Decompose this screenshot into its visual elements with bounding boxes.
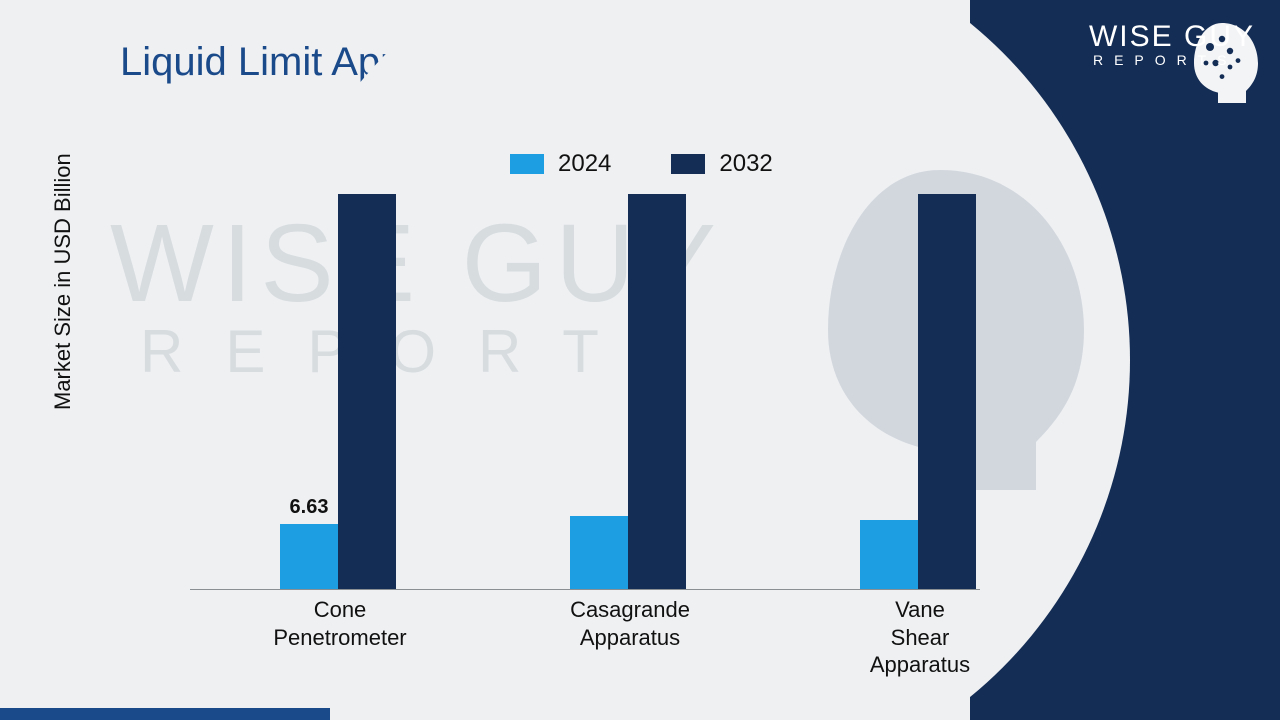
category-label: CasagrandeApparatus xyxy=(540,596,720,651)
plot-area: 6.63ConePenetrometer CasagrandeApparatus V… xyxy=(190,195,980,590)
canvas: WISE GUY REPORTS Liquid Limit Apparatus … xyxy=(0,0,1280,720)
legend-item-2032: 2032 xyxy=(671,150,772,178)
category-label: ConePenetrometer xyxy=(250,596,430,651)
legend-swatch-2024 xyxy=(510,154,544,174)
brand-logo: WISE GUY REPORTS xyxy=(1089,20,1255,68)
bar xyxy=(570,516,628,589)
legend-label-2032: 2032 xyxy=(719,150,772,178)
legend-item-2024: 2024 xyxy=(510,150,611,178)
legend: 2024 2032 xyxy=(510,150,773,178)
bar xyxy=(918,194,976,589)
category-label: VaneShearApparatus xyxy=(830,596,1010,679)
brand-line2: REPORTS xyxy=(1089,52,1255,68)
bar-group: CasagrandeApparatus xyxy=(570,195,686,590)
bar-group: VaneShearApparatus xyxy=(860,195,976,590)
bar xyxy=(338,194,396,589)
bar xyxy=(860,520,918,589)
y-axis-label: Market Size in USD Billion xyxy=(50,153,76,410)
chart: Market Size in USD Billion 2024 2032 6.6… xyxy=(80,150,980,670)
footer-accent-bar xyxy=(0,708,330,720)
legend-swatch-2032 xyxy=(671,154,705,174)
legend-label-2024: 2024 xyxy=(558,150,611,178)
bar-value-label: 6.63 xyxy=(269,496,349,519)
bar xyxy=(628,194,686,589)
bar xyxy=(280,524,338,589)
bar-group: 6.63ConePenetrometer xyxy=(280,195,396,590)
brand-line1: WISE GUY xyxy=(1089,20,1255,54)
